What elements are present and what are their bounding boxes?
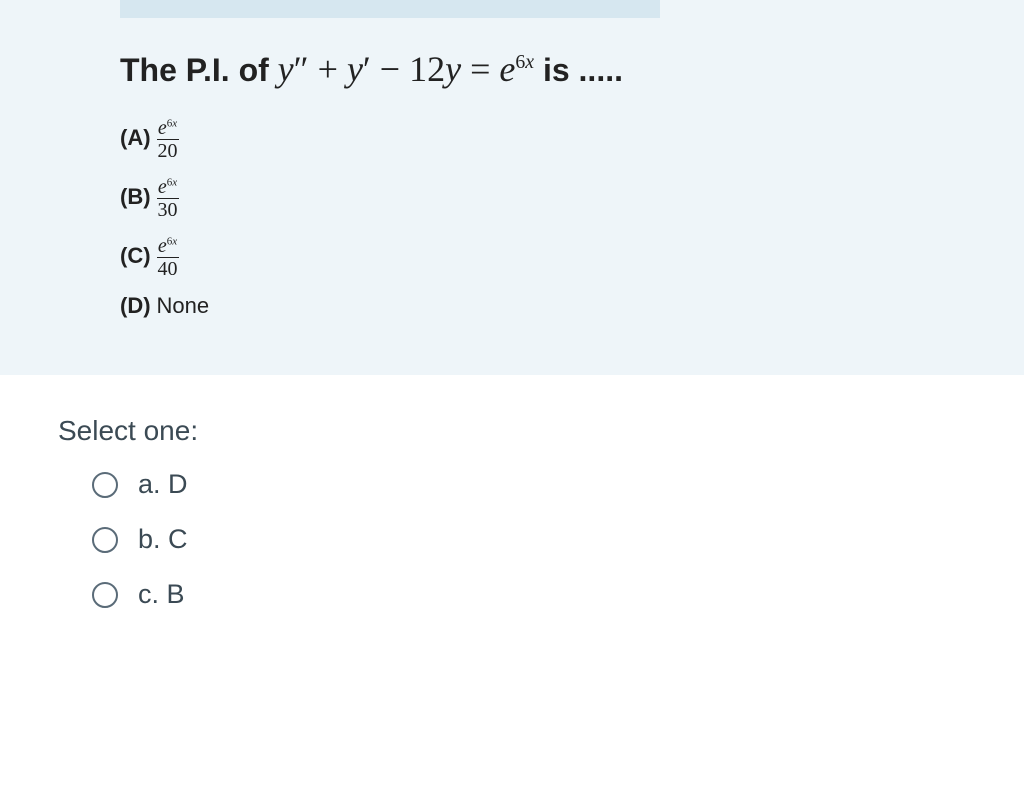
question-content: The P.I. of y″ + y′ − 12y = e6x is .....…	[0, 48, 1024, 319]
choice-text: c. B	[138, 579, 185, 610]
fraction: e6x 30	[157, 177, 179, 220]
top-accent-strip	[120, 0, 660, 18]
select-one-title: Select one:	[58, 415, 1024, 447]
choice-letter: a.	[138, 469, 161, 499]
stem-prefix: The P.I. of	[120, 52, 278, 88]
radio-icon[interactable]	[92, 582, 118, 608]
denominator: 40	[157, 258, 179, 279]
select-one-area: Select one: a. D b. C c. B	[0, 375, 1024, 610]
option-a: (A) e6x 20	[120, 116, 964, 159]
choice-value: C	[168, 524, 188, 554]
question-stem: The P.I. of y″ + y′ − 12y = e6x is .....	[120, 48, 964, 90]
fraction: e6x 20	[157, 118, 179, 161]
stem-suffix: is .....	[534, 52, 623, 88]
option-text: None	[157, 293, 210, 319]
option-d: (D) None	[120, 293, 964, 319]
radio-icon[interactable]	[92, 527, 118, 553]
option-label: (C)	[120, 243, 151, 269]
choice-text: a. D	[138, 469, 188, 500]
option-c: (C) e6x 40	[120, 234, 964, 277]
choice-b[interactable]: b. C	[58, 524, 1024, 555]
question-box: The P.I. of y″ + y′ − 12y = e6x is .....…	[0, 0, 1024, 375]
choice-text: b. C	[138, 524, 188, 555]
option-label: (D)	[120, 293, 151, 319]
choice-value: B	[167, 579, 185, 609]
option-b: (B) e6x 30	[120, 175, 964, 218]
choice-c[interactable]: c. B	[58, 579, 1024, 610]
choice-letter: c.	[138, 579, 159, 609]
fraction: e6x 40	[157, 236, 179, 279]
choice-letter: b.	[138, 524, 161, 554]
page: The P.I. of y″ + y′ − 12y = e6x is .....…	[0, 0, 1024, 797]
stem-math: y″ + y′ − 12y = e6x	[278, 49, 534, 89]
option-label: (A)	[120, 125, 151, 151]
choice-a[interactable]: a. D	[58, 469, 1024, 500]
denominator: 30	[157, 199, 179, 220]
option-label: (B)	[120, 184, 151, 210]
denominator: 20	[157, 140, 179, 161]
radio-icon[interactable]	[92, 472, 118, 498]
choice-value: D	[168, 469, 188, 499]
